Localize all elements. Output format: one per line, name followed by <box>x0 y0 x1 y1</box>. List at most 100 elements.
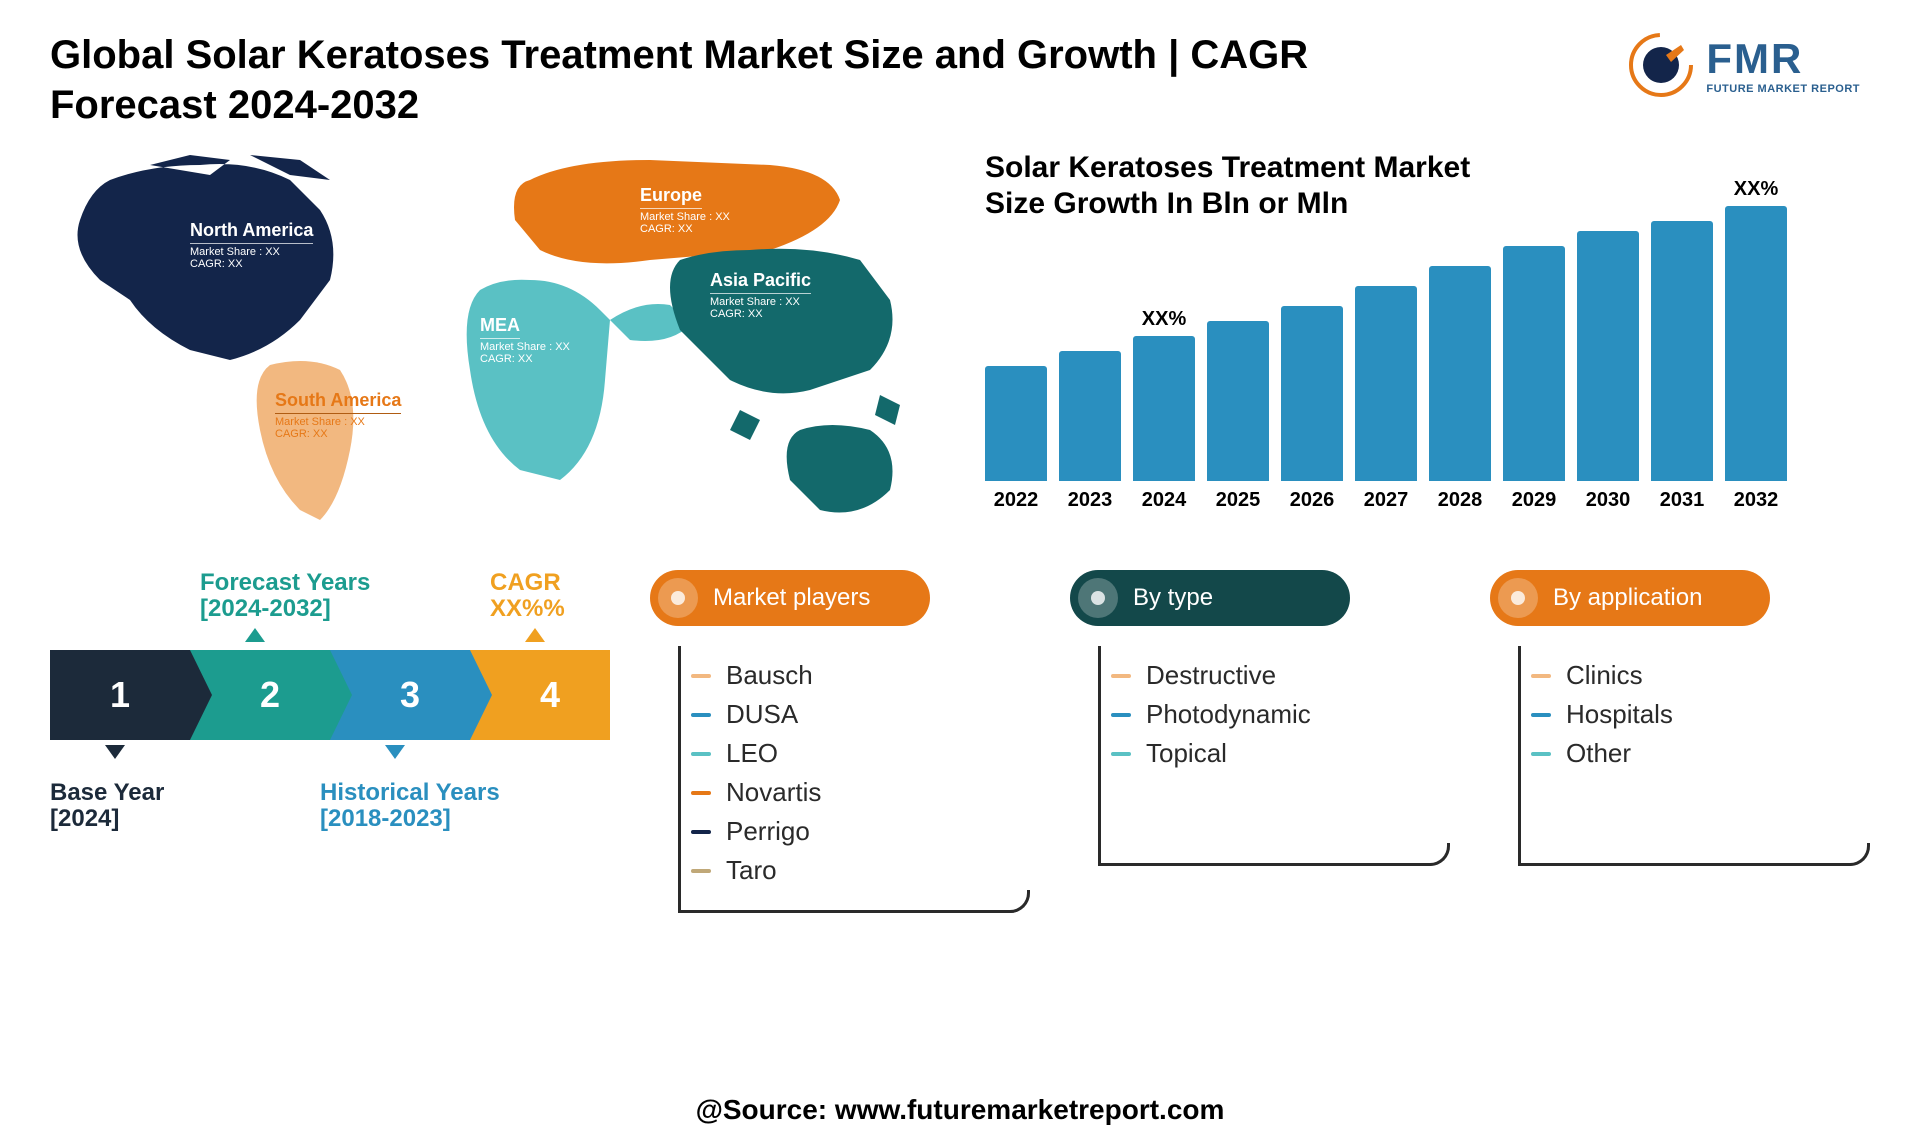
bar <box>1059 351 1121 481</box>
bar <box>1207 321 1269 481</box>
logo-icon <box>1626 30 1696 100</box>
bar-year-label: 2029 <box>1512 489 1557 512</box>
bar-annotation: XX% <box>1734 178 1778 201</box>
logo-text-main: FMR <box>1706 35 1860 83</box>
logo-text-sub: FUTURE MARKET REPORT <box>1706 83 1860 95</box>
list-item-label: DUSA <box>726 699 798 730</box>
tick-icon <box>1531 752 1551 756</box>
timeline-forecast-label: Forecast Years[2024-2032] <box>200 570 370 623</box>
pill-by-application: By application <box>1490 570 1770 626</box>
list-item: DUSA <box>671 695 1030 734</box>
bar-year-label: 2026 <box>1290 489 1335 512</box>
bar-year-label: 2032 <box>1734 489 1779 512</box>
growth-chart: Solar Keratoses Treatment Market Size Gr… <box>955 150 1870 530</box>
bar-col: 2030 <box>1577 231 1639 512</box>
bar <box>1725 206 1787 481</box>
list-item-label: Bausch <box>726 660 813 691</box>
list-item-label: Other <box>1566 738 1631 769</box>
bar-col: 2025 <box>1207 321 1269 512</box>
bar-col: 2023 <box>1059 351 1121 512</box>
bar-col: XX%2032 <box>1725 206 1787 512</box>
list-item-label: Topical <box>1146 738 1227 769</box>
bar <box>1133 336 1195 481</box>
list-item: Other <box>1511 734 1870 773</box>
bar-annotation: XX% <box>1142 308 1186 331</box>
bar <box>1577 231 1639 481</box>
pill-market-players: Market players <box>650 570 930 626</box>
label-south-america: South America Market Share : XX CAGR: XX <box>275 390 401 440</box>
dot-icon <box>1498 578 1538 618</box>
bar-year-label: 2023 <box>1068 489 1113 512</box>
source-attribution: @Source: www.futuremarketreport.com <box>0 1094 1920 1126</box>
bar <box>985 366 1047 481</box>
bar-col: 2022 <box>985 366 1047 512</box>
list-item-label: Clinics <box>1566 660 1643 691</box>
list-item-label: Photodynamic <box>1146 699 1311 730</box>
timeline-base-label: Base Year[2024] <box>50 780 164 833</box>
bar-col: 2031 <box>1651 221 1713 512</box>
arrow-down-icon <box>385 745 405 759</box>
bar <box>1429 266 1491 481</box>
arrow-up-icon <box>245 628 265 642</box>
chart-title: Solar Keratoses Treatment Market Size Gr… <box>985 150 1485 222</box>
logo: FMR FUTURE MARKET REPORT <box>1626 30 1860 100</box>
bar-col: XX%2024 <box>1133 336 1195 512</box>
bar-col: 2029 <box>1503 246 1565 512</box>
tick-icon <box>691 830 711 834</box>
arrow-down-icon <box>105 745 125 759</box>
tick-icon <box>1111 713 1131 717</box>
list-item: LEO <box>671 734 1030 773</box>
list-item-label: Taro <box>726 855 777 886</box>
bar-year-label: 2028 <box>1438 489 1483 512</box>
category-by-application: By application Clinics Hospitals Other <box>1490 570 1870 866</box>
bar <box>1651 221 1713 481</box>
tick-icon <box>691 752 711 756</box>
bar-col: 2027 <box>1355 286 1417 512</box>
page-title: Global Solar Keratoses Treatment Market … <box>50 30 1350 130</box>
timeline-cagr-label: CAGRXX%% <box>490 570 565 623</box>
bar <box>1503 246 1565 481</box>
bar-col: 2028 <box>1429 266 1491 512</box>
list-item: Taro <box>671 851 1030 890</box>
list-item: Perrigo <box>671 812 1030 851</box>
dot-icon <box>1078 578 1118 618</box>
bar-year-label: 2024 <box>1142 489 1187 512</box>
list-item-label: Hospitals <box>1566 699 1673 730</box>
world-map: North America Market Share : XX CAGR: XX… <box>50 150 935 530</box>
bar-year-label: 2022 <box>994 489 1039 512</box>
label-mea: MEA Market Share : XX CAGR: XX <box>480 315 570 365</box>
category-market-players: Market players Bausch DUSA LEO Novartis Perr… <box>650 570 1030 913</box>
map-south-america <box>257 361 354 520</box>
list-item: Bausch <box>671 656 1030 695</box>
list-item: Novartis <box>671 773 1030 812</box>
bar-year-label: 2030 <box>1586 489 1631 512</box>
bar-year-label: 2031 <box>1660 489 1705 512</box>
timeline-legend: Forecast Years[2024-2032] CAGRXX%% 1 2 3… <box>50 570 610 740</box>
list-item: Destructive <box>1091 656 1450 695</box>
tick-icon <box>1111 674 1131 678</box>
map-mea <box>467 280 690 480</box>
timeline-hist-label: Historical Years[2018-2023] <box>320 780 500 833</box>
list-item: Hospitals <box>1511 695 1870 734</box>
list-item: Clinics <box>1511 656 1870 695</box>
tick-icon <box>691 713 711 717</box>
bar-year-label: 2025 <box>1216 489 1261 512</box>
arrow-up-icon <box>525 628 545 642</box>
list-item-label: Destructive <box>1146 660 1276 691</box>
tick-icon <box>691 791 711 795</box>
list-item-label: LEO <box>726 738 778 769</box>
bar <box>1281 306 1343 481</box>
list-item: Photodynamic <box>1091 695 1450 734</box>
list-item-label: Perrigo <box>726 816 810 847</box>
category-by-type: By type DestructivePhotodynamicTopical <box>1070 570 1450 866</box>
label-europe: Europe Market Share : XX CAGR: XX <box>640 185 730 235</box>
list-item-label: Novartis <box>726 777 821 808</box>
list-item: Topical <box>1091 734 1450 773</box>
bar-col: 2026 <box>1281 306 1343 512</box>
bar <box>1355 286 1417 481</box>
tick-icon <box>1531 674 1551 678</box>
tick-icon <box>691 674 711 678</box>
tick-icon <box>1531 713 1551 717</box>
bar-year-label: 2027 <box>1364 489 1409 512</box>
tick-icon <box>691 869 711 873</box>
